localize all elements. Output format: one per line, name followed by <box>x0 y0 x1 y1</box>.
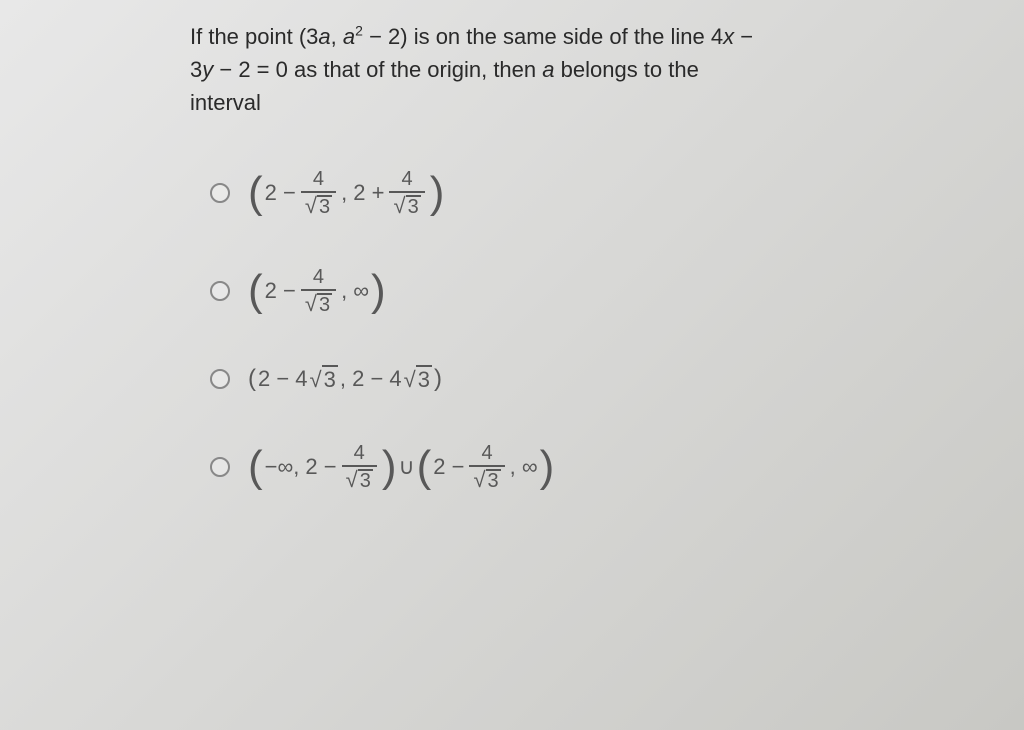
sqrt: 3 <box>310 365 338 393</box>
math-text: −∞, 2 − <box>265 454 337 480</box>
paren-close: ) <box>540 449 555 484</box>
radio-icon[interactable] <box>210 281 230 301</box>
fraction: 4 3 <box>389 169 424 217</box>
union-symbol: ∪ <box>398 454 414 480</box>
math-text: , 2 − 4 <box>340 366 402 392</box>
q-text: − <box>734 24 753 49</box>
paren-open: ( <box>248 273 263 308</box>
paren-open: ( <box>248 175 263 210</box>
option-c[interactable]: ( 2 − 43 , 2 − 43 ) <box>210 365 924 393</box>
math-text: , 2 + <box>341 180 384 206</box>
math-text: 2 − <box>433 454 464 480</box>
paren-open: ( <box>248 449 263 484</box>
denominator: 3 <box>469 465 504 491</box>
option-a-math: ( 2 − 4 3 , 2 + 4 3 ) <box>248 169 444 217</box>
option-b[interactable]: ( 2 − 4 3 , ∞ ) <box>210 267 924 315</box>
numerator: 4 <box>309 169 328 191</box>
radio-icon[interactable] <box>210 369 230 389</box>
math-text: 2 − <box>265 278 296 304</box>
q-text: , <box>331 24 343 49</box>
math-text: 2 − <box>265 180 296 206</box>
numerator: 4 <box>398 169 417 191</box>
paren-close: ) <box>382 449 397 484</box>
q-text: 3 <box>190 57 202 82</box>
option-c-math: ( 2 − 43 , 2 − 43 ) <box>248 365 442 393</box>
page-container: If the point (3a, a2 − 2) is on the same… <box>0 0 1024 561</box>
q-text: interval <box>190 90 261 115</box>
q-var: a <box>318 24 330 49</box>
question-text: If the point (3a, a2 − 2) is on the same… <box>190 20 924 119</box>
q-var: a <box>542 57 554 82</box>
math-text: , ∞ <box>341 278 369 304</box>
radio-icon[interactable] <box>210 183 230 203</box>
fraction: 4 3 <box>469 443 504 491</box>
paren-close: ) <box>430 175 445 210</box>
numerator: 4 <box>309 267 328 289</box>
sqrt: 3 <box>404 365 432 393</box>
q-text: If the point (3 <box>190 24 318 49</box>
q-var: x <box>723 24 734 49</box>
q-var: a <box>343 24 355 49</box>
options-container: ( 2 − 4 3 , 2 + 4 3 ) ( 2 − 4 <box>210 169 924 491</box>
denominator: 3 <box>301 289 336 315</box>
fraction: 4 3 <box>301 267 336 315</box>
option-d[interactable]: ( −∞, 2 − 4 3 ) ∪ ( 2 − 4 3 , ∞ ) <box>210 443 924 491</box>
paren-open: ( <box>417 449 432 484</box>
fraction: 4 3 <box>342 443 377 491</box>
q-var: y <box>202 57 213 82</box>
q-text: − 2) is on the same side of the line 4 <box>363 24 723 49</box>
denominator: 3 <box>389 191 424 217</box>
paren-open: ( <box>248 365 256 393</box>
option-a[interactable]: ( 2 − 4 3 , 2 + 4 3 ) <box>210 169 924 217</box>
denominator: 3 <box>301 191 336 217</box>
denominator: 3 <box>342 465 377 491</box>
q-text: belongs to the <box>555 57 699 82</box>
radio-icon[interactable] <box>210 457 230 477</box>
paren-close: ) <box>371 273 386 308</box>
math-text: 2 − 4 <box>258 366 308 392</box>
numerator: 4 <box>477 443 496 465</box>
numerator: 4 <box>350 443 369 465</box>
q-text: − 2 = 0 as that of the origin, then <box>213 57 542 82</box>
q-exp: 2 <box>355 23 363 39</box>
option-d-math: ( −∞, 2 − 4 3 ) ∪ ( 2 − 4 3 , ∞ ) <box>248 443 554 491</box>
paren-close: ) <box>434 365 442 393</box>
fraction: 4 3 <box>301 169 336 217</box>
option-b-math: ( 2 − 4 3 , ∞ ) <box>248 267 386 315</box>
math-text: , ∞ <box>510 454 538 480</box>
